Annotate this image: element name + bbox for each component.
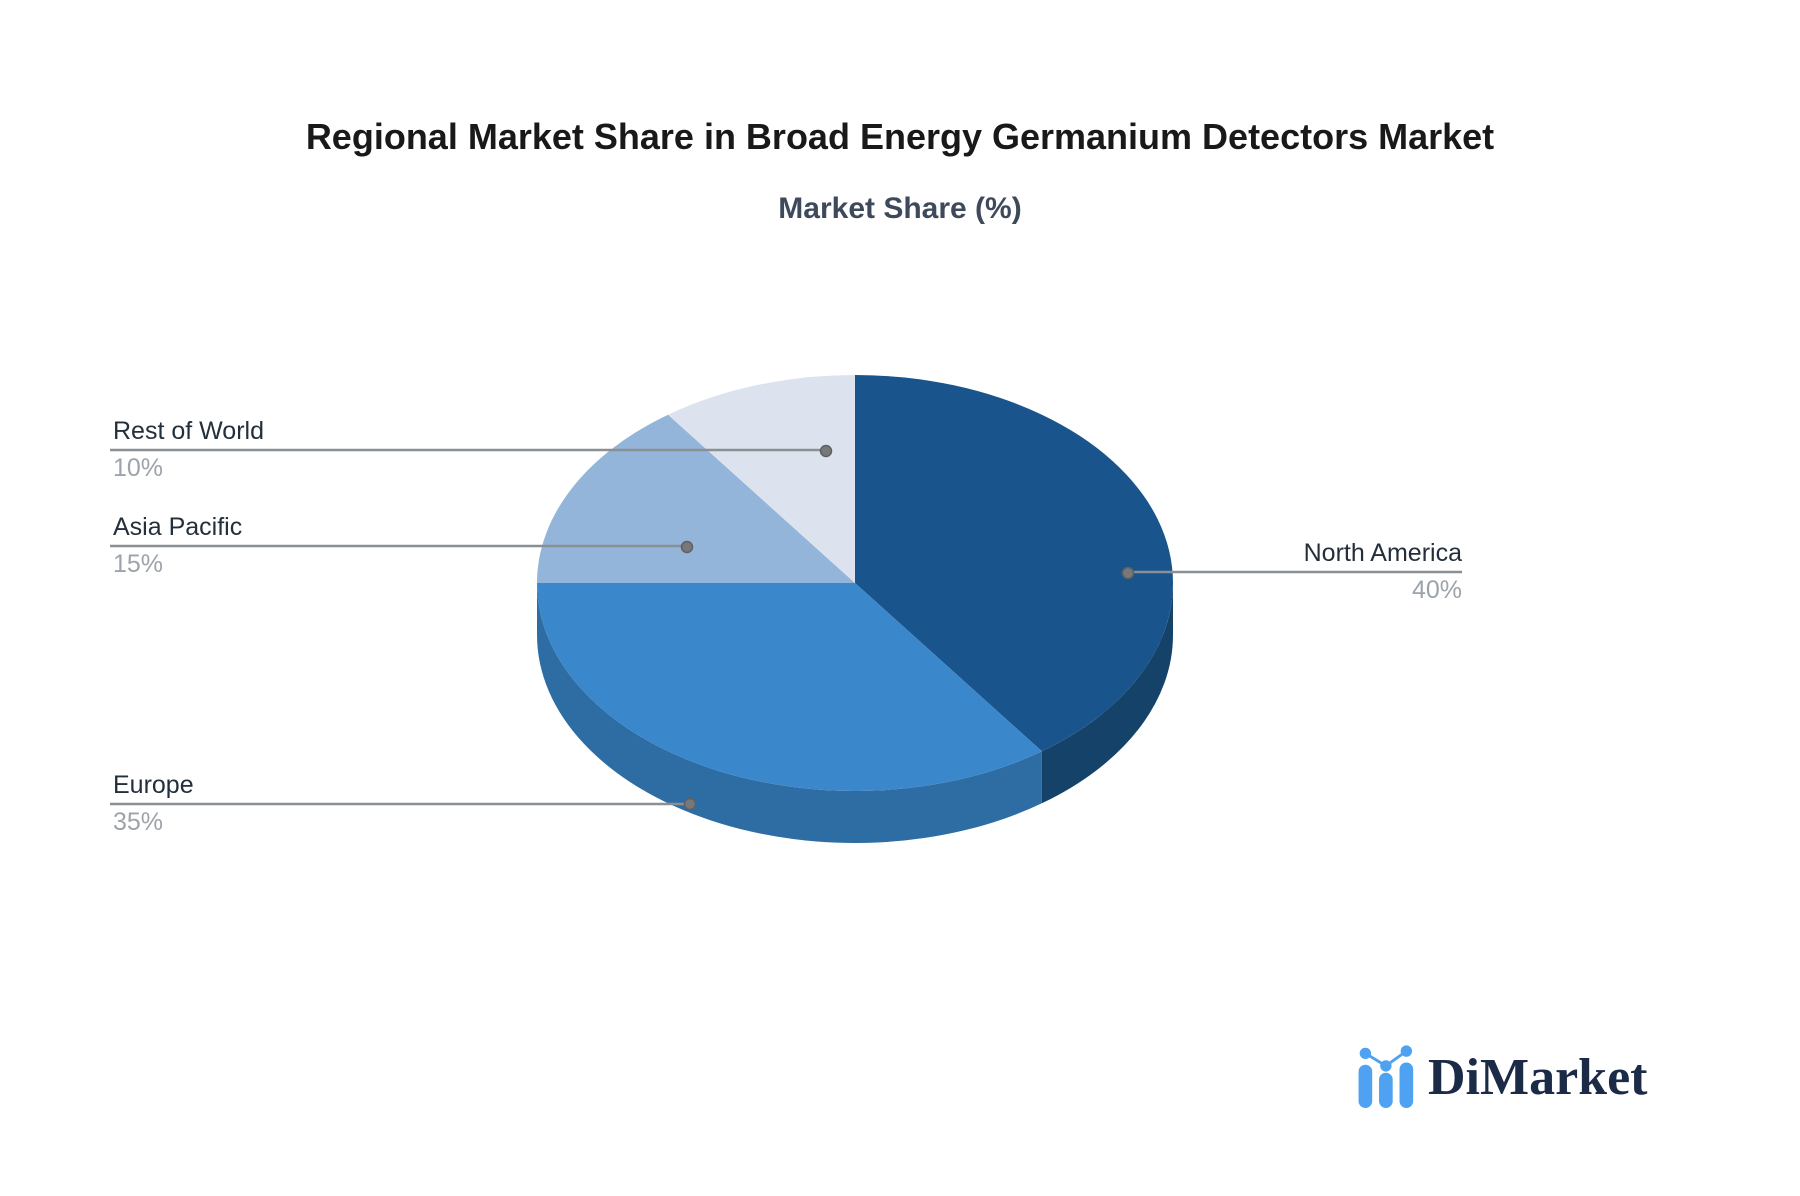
pie-3d: [537, 375, 1173, 843]
pie-slice-asia-pacific: [537, 414, 855, 583]
slice-percent: 10%: [113, 454, 164, 482]
bar-chart-logo-icon: [1358, 1045, 1414, 1108]
leader-dot-rest-of-world: [819, 444, 833, 458]
logo-text: DiMarket: [1428, 1049, 1648, 1106]
slice-label: Asia Pacific: [113, 513, 243, 541]
leader-dot-asia-pacific: [680, 540, 694, 554]
chart-subtitle: Market Share (%): [778, 192, 1022, 225]
callout-north-america: North America 40%: [1304, 539, 1462, 604]
dimarket-logo: DiMarket: [1358, 1038, 1647, 1108]
slice-label: Europe: [113, 771, 194, 799]
callout-asia-pacific: Asia Pacific 15%: [113, 513, 242, 578]
chart-title: Regional Market Share in Broad Energy Ge…: [305, 116, 1495, 157]
slice-percent: 40%: [1411, 576, 1462, 604]
pie-slice-side-north-america: [1041, 583, 1173, 804]
pie-slice-europe: [537, 583, 1042, 791]
leader-dot-north-america: [1121, 566, 1135, 580]
pie-slice-side-europe: [537, 583, 1042, 843]
slice-label: Rest of World: [113, 417, 264, 445]
pie-slice-rest-of-world: [668, 375, 855, 583]
slice-percent: 15%: [113, 550, 164, 578]
callout-rest-of-world: Rest of World 10%: [113, 417, 264, 482]
leader-lines: [110, 444, 1462, 811]
callout-europe: Europe 35%: [113, 771, 194, 836]
slice-label: North America: [1303, 539, 1462, 567]
slice-percent: 35%: [113, 808, 164, 836]
pie-slice-north-america: [855, 375, 1173, 752]
leader-dot-europe: [683, 797, 697, 811]
